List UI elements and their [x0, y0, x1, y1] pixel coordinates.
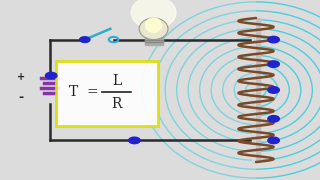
Bar [252, 18, 260, 162]
Text: +: + [17, 72, 25, 82]
Circle shape [268, 36, 279, 43]
Text: T  =: T = [69, 85, 99, 99]
Text: R: R [112, 97, 122, 111]
Text: L: L [112, 74, 121, 88]
Ellipse shape [146, 18, 162, 32]
Circle shape [268, 61, 279, 67]
Circle shape [268, 116, 279, 122]
Ellipse shape [131, 0, 176, 29]
Text: -: - [18, 91, 23, 104]
Circle shape [129, 137, 140, 144]
Bar [252, 18, 255, 162]
Bar [56, 61, 158, 126]
Bar [145, 34, 163, 45]
Circle shape [268, 137, 279, 144]
Circle shape [45, 72, 57, 79]
Ellipse shape [139, 18, 168, 40]
Circle shape [268, 87, 279, 93]
Circle shape [80, 37, 90, 42]
